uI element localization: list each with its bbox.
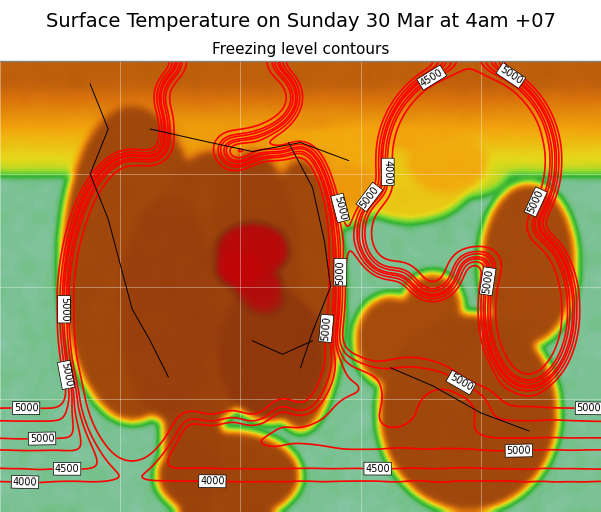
- Text: 5000: 5000: [335, 260, 346, 285]
- Text: 5000: 5000: [507, 445, 531, 456]
- Text: 5000: 5000: [358, 184, 381, 210]
- Text: 4500: 4500: [55, 464, 79, 474]
- Text: 5000: 5000: [576, 403, 601, 413]
- Text: 4500: 4500: [419, 67, 445, 88]
- Text: Surface Temperature on Sunday 30 Mar at 4am +07: Surface Temperature on Sunday 30 Mar at …: [46, 12, 555, 31]
- Text: 5000: 5000: [320, 316, 332, 341]
- Text: 5000: 5000: [59, 362, 73, 388]
- Text: 5000: 5000: [14, 403, 38, 413]
- Text: 5000: 5000: [498, 65, 524, 87]
- Text: 5000: 5000: [332, 195, 348, 221]
- Text: 5000: 5000: [526, 188, 546, 215]
- Text: 5000: 5000: [29, 433, 55, 444]
- Text: Freezing level contours: Freezing level contours: [212, 41, 389, 57]
- Text: 5000: 5000: [448, 372, 474, 393]
- Text: 5000: 5000: [481, 268, 495, 294]
- Text: 4000: 4000: [13, 477, 37, 487]
- Text: 4500: 4500: [365, 463, 390, 474]
- Text: 4000: 4000: [383, 160, 393, 184]
- Text: 4000: 4000: [200, 476, 225, 486]
- Text: 5000: 5000: [59, 297, 69, 322]
